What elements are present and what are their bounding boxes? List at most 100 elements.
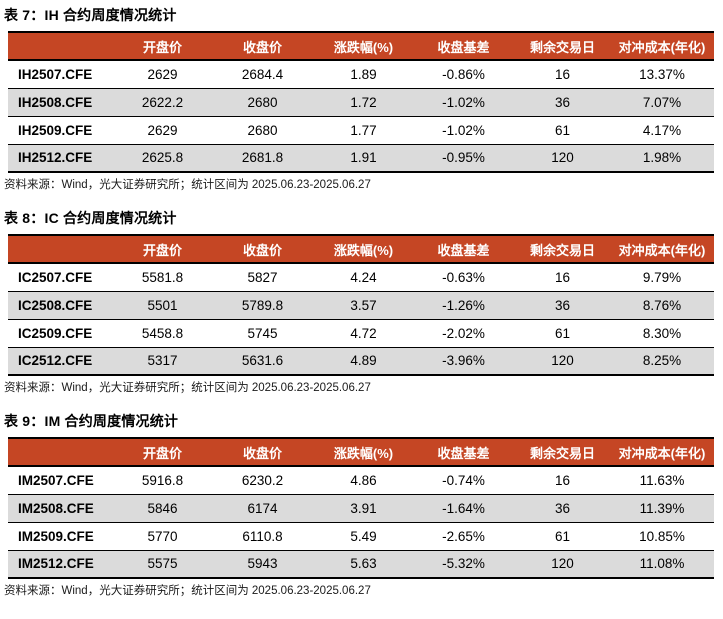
table-row: IM2507.CFE 5916.8 6230.2 4.86 -0.74% 16 … <box>8 466 714 495</box>
column-header-change: 涨跌幅(%) <box>315 31 412 61</box>
days-cell: 36 <box>515 494 610 523</box>
open-price-cell: 5575 <box>115 550 210 579</box>
open-price-cell: 2622.2 <box>115 88 210 117</box>
table-row: IC2509.CFE 5458.8 5745 4.72 -2.02% 61 8.… <box>8 319 714 348</box>
column-header-open: 开盘价 <box>115 234 210 264</box>
open-price-cell: 5846 <box>115 494 210 523</box>
basis-cell: -0.74% <box>412 466 515 495</box>
basis-cell: -1.64% <box>412 494 515 523</box>
change-pct-cell: 4.86 <box>315 466 412 495</box>
hedge-cost-cell: 11.63% <box>610 466 714 495</box>
basis-cell: -2.65% <box>412 522 515 551</box>
basis-cell: -5.32% <box>412 550 515 579</box>
open-price-cell: 5770 <box>115 522 210 551</box>
column-header-days: 剩余交易日 <box>515 437 610 467</box>
hedge-cost-cell: 11.39% <box>610 494 714 523</box>
basis-cell: -2.02% <box>412 319 515 348</box>
change-pct-cell: 1.77 <box>315 116 412 145</box>
change-pct-cell: 5.63 <box>315 550 412 579</box>
close-price-cell: 6110.8 <box>210 522 315 551</box>
contract-cell: IH2512.CFE <box>8 144 115 173</box>
open-price-cell: 2625.8 <box>115 144 210 173</box>
open-price-cell: 5501 <box>115 291 210 320</box>
open-price-cell: 2629 <box>115 60 210 89</box>
contract-cell: IM2512.CFE <box>8 550 115 579</box>
column-header-close: 收盘价 <box>210 437 315 467</box>
table-title: 表 9：IM 合约周度情况统计 <box>4 413 179 429</box>
table-title: 表 7：IH 合约周度情况统计 <box>4 7 177 23</box>
column-header-contract <box>8 437 115 467</box>
open-price-cell: 5458.8 <box>115 319 210 348</box>
contract-cell: IH2509.CFE <box>8 116 115 145</box>
days-cell: 61 <box>515 522 610 551</box>
days-cell: 16 <box>515 263 610 292</box>
column-header-days: 剩余交易日 <box>515 31 610 61</box>
column-header-basis: 收盘基差 <box>412 31 515 61</box>
close-price-cell: 2680 <box>210 116 315 145</box>
change-pct-cell: 4.72 <box>315 319 412 348</box>
change-pct-cell: 3.91 <box>315 494 412 523</box>
days-cell: 120 <box>515 347 610 376</box>
table-row: IC2512.CFE 5317 5631.6 4.89 -3.96% 120 8… <box>8 347 714 376</box>
contract-cell: IC2507.CFE <box>8 263 115 292</box>
header-row: 开盘价 收盘价 涨跌幅(%) 收盘基差 剩余交易日 对冲成本(年化) <box>8 31 714 61</box>
column-header-basis: 收盘基差 <box>412 234 515 264</box>
column-header-basis: 收盘基差 <box>412 437 515 467</box>
basis-cell: -0.95% <box>412 144 515 173</box>
close-price-cell: 2684.4 <box>210 60 315 89</box>
close-price-cell: 5745 <box>210 319 315 348</box>
change-pct-cell: 1.89 <box>315 60 412 89</box>
table-row: IH2509.CFE 2629 2680 1.77 -1.02% 61 4.17… <box>8 116 714 145</box>
hedge-cost-cell: 11.08% <box>610 550 714 579</box>
futures-table-im: 开盘价 收盘价 涨跌幅(%) 收盘基差 剩余交易日 对冲成本(年化) IM250… <box>8 437 714 579</box>
hedge-cost-cell: 10.85% <box>610 522 714 551</box>
close-price-cell: 5943 <box>210 550 315 579</box>
header-row: 开盘价 收盘价 涨跌幅(%) 收盘基差 剩余交易日 对冲成本(年化) <box>8 234 714 264</box>
table-section-ih: 表 7：IH 合约周度情况统计 开盘价 收盘价 涨跌幅(%) 收盘基差 剩余交易… <box>4 6 714 192</box>
column-header-contract <box>8 234 115 264</box>
column-header-hedge-cost: 对冲成本(年化) <box>610 437 714 467</box>
days-cell: 36 <box>515 291 610 320</box>
change-pct-cell: 3.57 <box>315 291 412 320</box>
hedge-cost-cell: 8.30% <box>610 319 714 348</box>
close-price-cell: 6174 <box>210 494 315 523</box>
source-note: 资料来源：Wind，光大证券研究所；统计区间为 2025.06.23-2025.… <box>4 179 371 191</box>
contract-cell: IM2509.CFE <box>8 522 115 551</box>
change-pct-cell: 4.89 <box>315 347 412 376</box>
contract-cell: IC2508.CFE <box>8 291 115 320</box>
change-pct-cell: 5.49 <box>315 522 412 551</box>
days-cell: 36 <box>515 88 610 117</box>
hedge-cost-cell: 1.98% <box>610 144 714 173</box>
hedge-cost-cell: 8.76% <box>610 291 714 320</box>
table-row: IH2512.CFE 2625.8 2681.8 1.91 -0.95% 120… <box>8 144 714 173</box>
table-row: IH2508.CFE 2622.2 2680 1.72 -1.02% 36 7.… <box>8 88 714 117</box>
source-note: 资料来源：Wind，光大证券研究所；统计区间为 2025.06.23-2025.… <box>4 585 371 597</box>
close-price-cell: 6230.2 <box>210 466 315 495</box>
source-note: 资料来源：Wind，光大证券研究所；统计区间为 2025.06.23-2025.… <box>4 382 371 394</box>
basis-cell: -3.96% <box>412 347 515 376</box>
close-price-cell: 2680 <box>210 88 315 117</box>
open-price-cell: 2629 <box>115 116 210 145</box>
days-cell: 16 <box>515 466 610 495</box>
table-section-ic: 表 8：IC 合约周度情况统计 开盘价 收盘价 涨跌幅(%) 收盘基差 剩余交易… <box>4 209 714 395</box>
change-pct-cell: 1.72 <box>315 88 412 117</box>
column-header-contract <box>8 31 115 61</box>
basis-cell: -0.63% <box>412 263 515 292</box>
close-price-cell: 5631.6 <box>210 347 315 376</box>
header-row: 开盘价 收盘价 涨跌幅(%) 收盘基差 剩余交易日 对冲成本(年化) <box>8 437 714 467</box>
contract-cell: IC2509.CFE <box>8 319 115 348</box>
table-row: IM2509.CFE 5770 6110.8 5.49 -2.65% 61 10… <box>8 522 714 551</box>
column-header-close: 收盘价 <box>210 31 315 61</box>
column-header-change: 涨跌幅(%) <box>315 234 412 264</box>
column-header-change: 涨跌幅(%) <box>315 437 412 467</box>
column-header-days: 剩余交易日 <box>515 234 610 264</box>
days-cell: 61 <box>515 319 610 348</box>
change-pct-cell: 4.24 <box>315 263 412 292</box>
close-price-cell: 5827 <box>210 263 315 292</box>
contract-cell: IC2512.CFE <box>8 347 115 376</box>
table-row: IM2512.CFE 5575 5943 5.63 -5.32% 120 11.… <box>8 550 714 579</box>
table-title: 表 8：IC 合约周度情况统计 <box>4 210 177 226</box>
basis-cell: -1.02% <box>412 116 515 145</box>
hedge-cost-cell: 9.79% <box>610 263 714 292</box>
basis-cell: -1.26% <box>412 291 515 320</box>
